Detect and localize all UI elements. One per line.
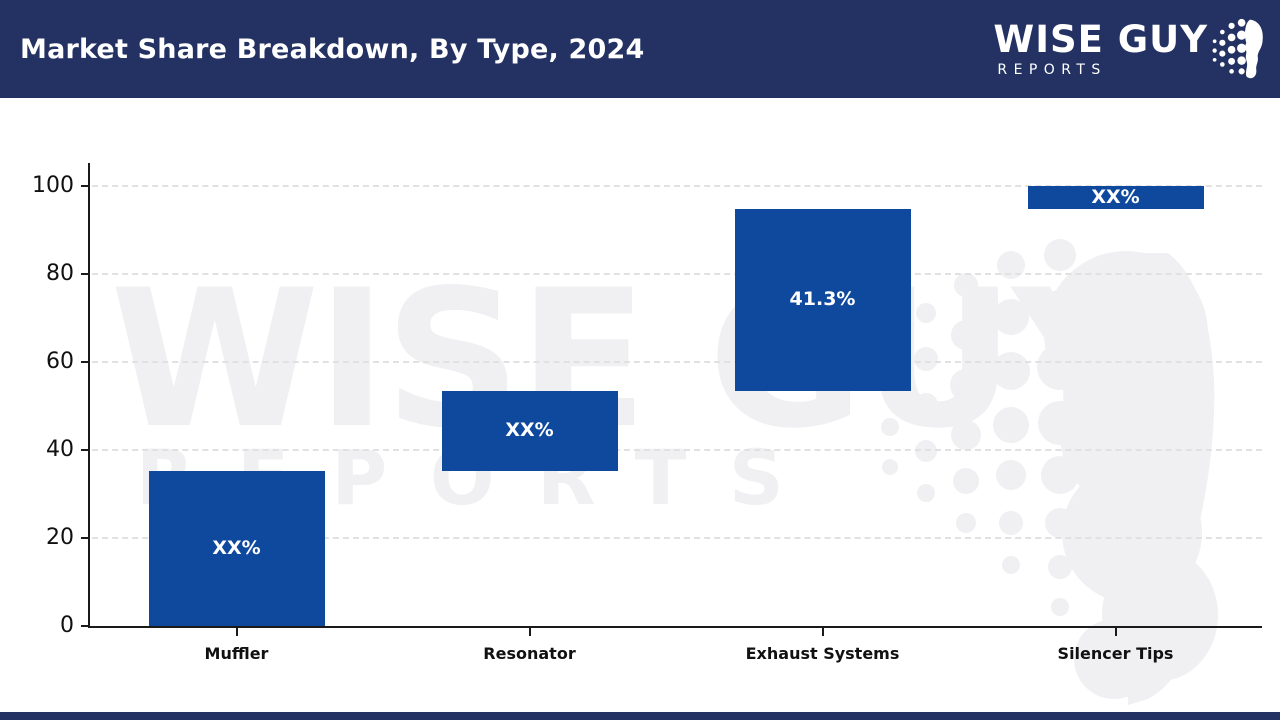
x-tick-mark <box>235 628 238 636</box>
x-tick-mark <box>528 628 531 636</box>
plot-canvas: WISE GUY REPORTS 0 20 40 60 80 100 XX% Muffler X… <box>0 98 1280 712</box>
y-tick-mark <box>81 537 90 539</box>
y-gridline <box>92 361 1262 363</box>
logo-wordmark: WISE GUY <box>993 18 1208 61</box>
y-axis-spine <box>88 163 90 628</box>
x-tick-mark <box>1114 628 1117 636</box>
y-tick-label: 20 <box>46 525 74 550</box>
plot-area: 0 20 40 60 80 100 XX% Muffler XX% Resonator 41.3% E… <box>0 98 1280 712</box>
y-tick-label: 80 <box>46 261 74 286</box>
y-tick-label: 40 <box>46 437 74 462</box>
bar-value-label: 41.3% <box>789 288 856 311</box>
x-category-label: Silencer Tips <box>1057 644 1174 663</box>
bar-segment: XX% <box>1027 185 1204 209</box>
y-tick-label: 60 <box>46 349 74 374</box>
y-tick-label: 0 <box>60 613 74 638</box>
watermark-wordmark: WISE GUY <box>110 249 1150 470</box>
y-gridline <box>92 449 1262 451</box>
y-tick-mark <box>81 625 90 627</box>
logo-text: WISE GUY REPORTS <box>993 21 1208 77</box>
bar-value-label: XX% <box>1091 185 1140 208</box>
bar-segment: 41.3% <box>734 208 911 391</box>
x-axis-spine <box>88 626 1262 628</box>
bar-value-label: XX% <box>212 537 261 560</box>
x-tick-mark <box>821 628 824 636</box>
y-tick-mark <box>81 449 90 451</box>
x-category-label: Muffler <box>204 644 269 663</box>
y-gridline <box>92 537 1262 539</box>
y-gridline <box>92 273 1262 275</box>
watermark-face-icon <box>881 239 1218 705</box>
footer-bar <box>0 712 1280 720</box>
logo-subtext: REPORTS <box>997 62 1107 78</box>
logo-face-icon <box>1212 18 1263 79</box>
header-banner: Market Share Breakdown, By Type, 2024 WI… <box>0 0 1280 98</box>
y-tick-mark <box>81 273 90 275</box>
x-category-label: Resonator <box>483 644 576 663</box>
page-title: Market Share Breakdown, By Type, 2024 <box>20 33 645 65</box>
y-tick-mark <box>81 185 90 187</box>
y-tick-mark <box>81 361 90 363</box>
y-gridline <box>92 185 1262 187</box>
bar-value-label: XX% <box>505 419 554 442</box>
x-category-label: Exhaust Systems <box>745 644 900 663</box>
bar-segment: XX% <box>148 471 325 626</box>
wise-guy-logo: WISE GUY REPORTS <box>993 11 1264 87</box>
y-tick-label: 100 <box>32 173 74 198</box>
bar-segment: XX% <box>441 390 618 472</box>
